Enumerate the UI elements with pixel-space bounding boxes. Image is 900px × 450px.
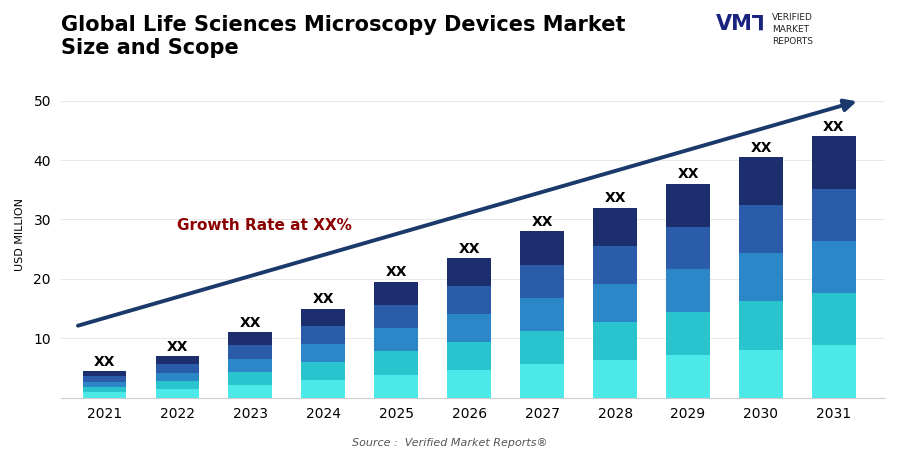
- Bar: [739, 302, 783, 350]
- Bar: [229, 346, 272, 359]
- Bar: [520, 265, 564, 298]
- Text: VERIFIED
MARKET
REPORTS: VERIFIED MARKET REPORTS: [772, 14, 814, 46]
- Bar: [229, 333, 272, 346]
- Bar: [447, 370, 491, 398]
- Bar: [812, 293, 856, 346]
- Bar: [739, 253, 783, 302]
- Bar: [156, 356, 199, 364]
- Text: XX: XX: [94, 355, 115, 369]
- Text: XX: XX: [239, 316, 261, 330]
- Bar: [520, 298, 564, 331]
- Text: XX: XX: [312, 292, 334, 306]
- Text: Source :  Verified Market Reports®: Source : Verified Market Reports®: [352, 438, 548, 448]
- Bar: [593, 360, 637, 398]
- Text: XX: XX: [604, 191, 626, 205]
- Bar: [593, 246, 637, 284]
- Bar: [156, 373, 199, 381]
- Bar: [812, 136, 856, 189]
- Bar: [156, 389, 199, 398]
- Bar: [739, 157, 783, 205]
- Bar: [83, 371, 126, 376]
- Bar: [229, 372, 272, 385]
- Bar: [156, 381, 199, 389]
- Bar: [83, 382, 126, 387]
- Text: XX: XX: [385, 266, 407, 279]
- Bar: [593, 322, 637, 360]
- Bar: [447, 314, 491, 342]
- Text: XX: XX: [824, 120, 845, 134]
- Text: XX: XX: [751, 141, 771, 155]
- Bar: [302, 326, 346, 344]
- Bar: [520, 331, 564, 364]
- Text: Global Life Sciences Microscopy Devices Market
Size and Scope: Global Life Sciences Microscopy Devices …: [60, 15, 625, 58]
- Bar: [229, 359, 272, 372]
- Bar: [374, 328, 418, 351]
- Bar: [520, 364, 564, 398]
- Text: VM⅂: VM⅂: [716, 14, 764, 33]
- Bar: [812, 189, 856, 241]
- Bar: [593, 284, 637, 322]
- Bar: [302, 362, 346, 380]
- Bar: [666, 312, 710, 355]
- Bar: [83, 376, 126, 382]
- Bar: [229, 385, 272, 398]
- Bar: [520, 231, 564, 265]
- Text: XX: XX: [166, 340, 188, 354]
- Bar: [666, 184, 710, 227]
- Text: Growth Rate at XX%: Growth Rate at XX%: [177, 218, 352, 233]
- Bar: [447, 342, 491, 370]
- Y-axis label: USD MILLION: USD MILLION: [15, 198, 25, 271]
- Bar: [739, 205, 783, 253]
- Bar: [666, 355, 710, 398]
- Bar: [83, 392, 126, 398]
- Text: XX: XX: [678, 167, 698, 181]
- Bar: [666, 227, 710, 270]
- Bar: [302, 380, 346, 398]
- Bar: [593, 207, 637, 246]
- Bar: [374, 374, 418, 398]
- Text: XX: XX: [531, 215, 553, 229]
- Bar: [739, 350, 783, 398]
- Bar: [302, 344, 346, 362]
- Bar: [374, 351, 418, 374]
- Text: XX: XX: [458, 242, 480, 256]
- Bar: [666, 270, 710, 312]
- Bar: [447, 286, 491, 314]
- Bar: [374, 282, 418, 305]
- Bar: [302, 309, 346, 326]
- Bar: [83, 387, 126, 392]
- Bar: [447, 258, 491, 286]
- Bar: [812, 346, 856, 398]
- Bar: [812, 241, 856, 293]
- Bar: [156, 364, 199, 373]
- Bar: [374, 305, 418, 328]
